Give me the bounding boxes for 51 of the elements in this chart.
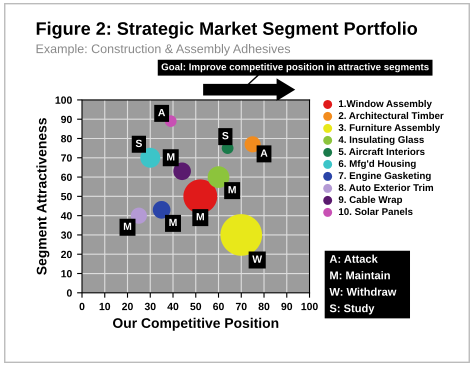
- text: Goal: Improve competitive position in attractive segments: [162, 63, 429, 72]
- y-tick-label: 0: [66, 289, 72, 297]
- annotation: A: [158, 108, 166, 116]
- x-tick-label: 10: [100, 302, 110, 310]
- y-tick-label: 10: [61, 270, 72, 278]
- text: A: Attack: [330, 254, 378, 263]
- annotation: M: [196, 213, 204, 220]
- y-tick-label: 40: [60, 212, 72, 220]
- chart-subtitle: Example: Construction & Assembly Adhesives: [36, 44, 290, 56]
- legend-label: 7. Engine Gasketing: [338, 172, 431, 182]
- x-axis-title: Our Competitive Position: [112, 318, 278, 331]
- x-tick-label: 40: [167, 302, 178, 310]
- legend-label: 8. Auto Exterior Trim: [338, 184, 434, 192]
- legend-label: 2. Architectural Timber: [338, 112, 444, 120]
- annotation: S: [136, 140, 142, 148]
- legend-label: 9. Cable Wrap: [338, 196, 402, 205]
- annotation: A: [260, 149, 268, 157]
- x-tick-label: 20: [122, 302, 133, 310]
- annotation: M: [124, 222, 132, 230]
- legend-label: 3. Furniture Assembly: [338, 124, 440, 133]
- legend-label: 10. Solar Panels: [338, 208, 413, 216]
- x-tick-label: 80: [258, 302, 270, 310]
- x-tick-label: 70: [236, 302, 247, 310]
- annotation: M: [169, 218, 177, 226]
- y-tick-label: 60: [61, 174, 72, 181]
- x-tick-label: 50: [190, 302, 202, 310]
- y-tick-label: 70: [61, 154, 72, 162]
- annotation: M: [228, 186, 236, 194]
- chart-title: Figure 2: Strategic Market Segment Portfolio: [36, 22, 418, 39]
- text: M: Maintain: [330, 271, 390, 280]
- legend-label: 4. Insulating Glass: [338, 136, 424, 145]
- annotation: S: [222, 132, 228, 140]
- y-tick-label: 80: [61, 134, 72, 142]
- y-tick-label: 20: [61, 250, 72, 258]
- text: W: Withdraw: [329, 288, 396, 296]
- legend-label: 6. Mfg'd Housing: [338, 160, 416, 169]
- legend-label: 1.Window Assembly: [338, 100, 432, 110]
- x-tick-label: 100: [301, 302, 318, 310]
- x-tick-label: 60: [213, 302, 224, 310]
- x-tick-label: 90: [281, 302, 292, 310]
- x-tick-label: 0: [80, 302, 84, 310]
- y-tick-label: 50: [61, 192, 72, 200]
- y-tick-label: 90: [61, 116, 72, 124]
- y-tick-label: 30: [60, 231, 72, 239]
- x-tick-label: 30: [144, 302, 156, 310]
- y-tick-label: 100: [56, 96, 72, 104]
- legend-label: 5. Aircraft Interiors: [338, 148, 425, 156]
- text: S: Study: [330, 304, 374, 314]
- annotation: W: [252, 256, 262, 263]
- annotation: M: [167, 153, 174, 160]
- y-axis-title: Segment Attractiveness: [36, 118, 50, 275]
